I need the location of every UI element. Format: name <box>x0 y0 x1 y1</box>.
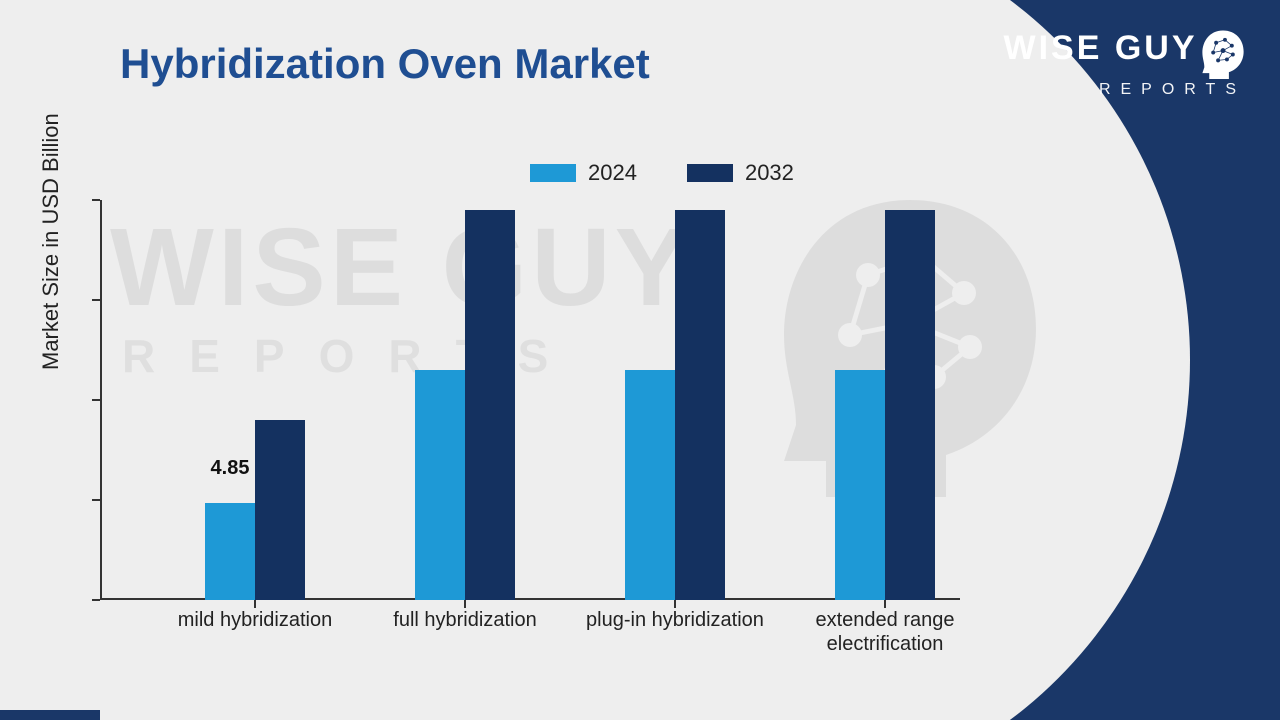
bar <box>205 503 255 600</box>
brand-logo-main: WISE GUY <box>1004 29 1198 67</box>
y-tick <box>92 199 100 201</box>
bar <box>885 210 935 600</box>
bar <box>625 370 675 600</box>
y-tick <box>92 299 100 301</box>
bar <box>255 420 305 600</box>
legend-item: 2024 <box>530 160 637 186</box>
chart-plot-area: mild hybridizationfull hybridizationplug… <box>100 200 960 600</box>
page-title: Hybridization Oven Market <box>120 40 650 88</box>
bar-value-label: 4.85 <box>211 457 250 480</box>
bar-group: full hybridization <box>380 210 550 600</box>
y-axis-label: Market Size in USD Billion <box>38 113 64 370</box>
legend-label: 2032 <box>745 160 794 186</box>
slide: WISE GUY REPORTS Hybridization Oven Mark… <box>0 0 1280 720</box>
x-tick <box>674 600 676 608</box>
legend-swatch <box>687 164 733 182</box>
x-tick <box>254 600 256 608</box>
y-tick <box>92 499 100 501</box>
category-label: plug-in hybridization <box>585 608 765 632</box>
x-tick <box>464 600 466 608</box>
brand-logo-sub: REPORTS <box>1004 82 1246 99</box>
legend-swatch <box>530 164 576 182</box>
category-label: mild hybridization <box>165 608 345 632</box>
brand-head-icon <box>1196 28 1250 82</box>
y-tick <box>92 599 100 601</box>
bar-group: extended range electrification <box>800 210 970 600</box>
y-tick <box>92 399 100 401</box>
x-tick <box>884 600 886 608</box>
category-label: full hybridization <box>375 608 555 632</box>
y-axis <box>100 200 102 600</box>
bar <box>835 370 885 600</box>
legend-item: 2032 <box>687 160 794 186</box>
category-label: extended range electrification <box>795 608 975 656</box>
bar-chart: mild hybridizationfull hybridizationplug… <box>100 200 960 600</box>
bar-group: mild hybridization <box>170 420 340 600</box>
bar-group: plug-in hybridization <box>590 210 760 600</box>
bar <box>675 210 725 600</box>
bar <box>415 370 465 600</box>
bottom-accent-bar <box>0 710 100 720</box>
legend-label: 2024 <box>588 160 637 186</box>
brand-logo: WISE GUY REPORTS <box>1004 28 1250 99</box>
bar <box>465 210 515 600</box>
chart-legend: 2024 2032 <box>530 160 794 186</box>
